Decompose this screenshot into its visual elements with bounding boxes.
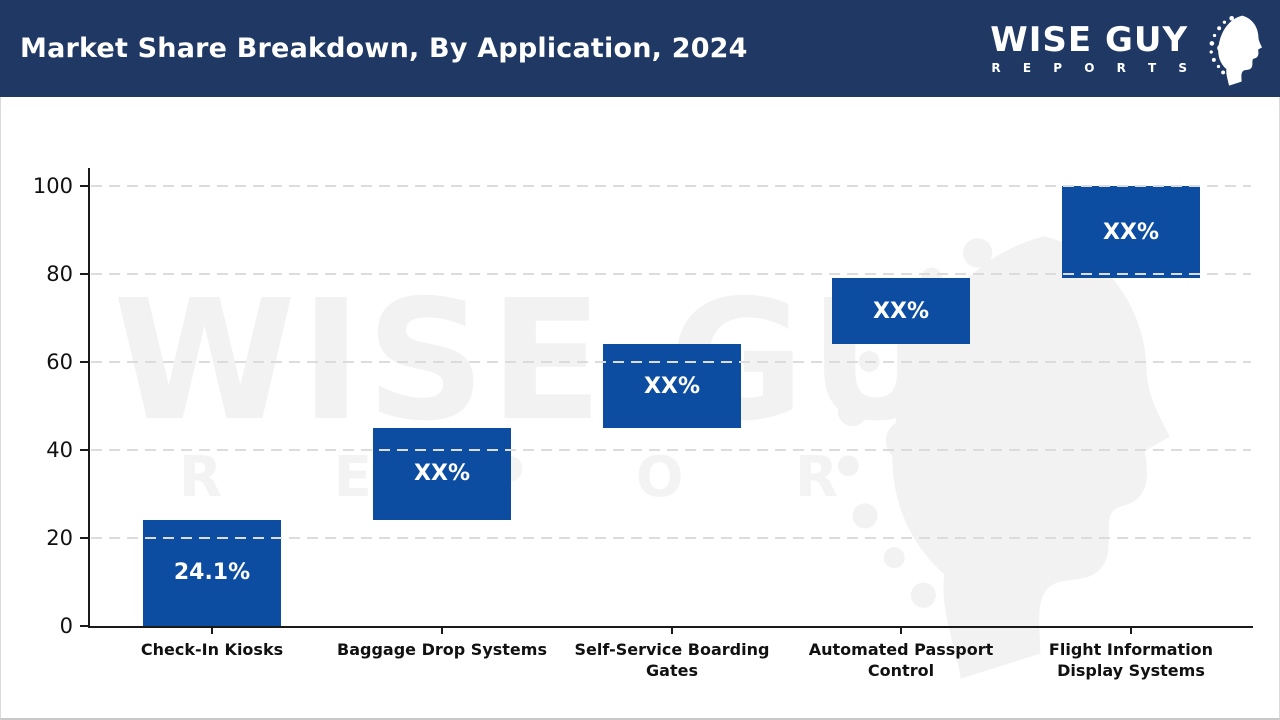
bar-segment: XX%	[832, 278, 970, 345]
brand-head-icon	[1200, 9, 1266, 89]
brand-subtitle: R E P O R T S	[991, 60, 1196, 75]
chart-canvas: WISE GUY R E P O R T S 0 20 40 60 80 100 24.1…	[0, 97, 1280, 720]
gridline-60	[91, 361, 1251, 363]
y-tick-mark-20	[80, 537, 88, 539]
category-label: Check-In Kiosks	[140, 640, 284, 659]
bar-value-label: XX%	[644, 373, 700, 399]
bar-segment: XX%	[603, 344, 741, 428]
header-bar: Market Share Breakdown, By Application, …	[0, 0, 1280, 97]
gridline-20	[91, 537, 1251, 539]
bar-value-label: 24.1%	[173, 560, 251, 586]
y-axis-line	[88, 168, 90, 628]
bar-segment: 24.1%	[143, 519, 281, 626]
y-tick-mark-40	[80, 449, 88, 451]
y-tick-label-40: 40	[46, 438, 73, 462]
y-tick-label-20: 20	[46, 526, 73, 550]
brand-logo: WISE GUY R E P O R T S	[982, 9, 1266, 89]
bar-segment: XX%	[373, 428, 511, 520]
brand-name: WISE GUY	[990, 19, 1189, 60]
page-title: Market Share Breakdown, By Application, …	[20, 33, 748, 64]
x-tick-mark	[1130, 628, 1132, 634]
gridline-40	[91, 449, 1251, 451]
y-tick-label-0: 0	[59, 614, 73, 638]
bar-value-label: XX%	[1103, 219, 1159, 245]
category-label: Automated Passport Control	[808, 640, 994, 680]
y-tick-label-100: 100	[32, 174, 73, 198]
x-tick-mark	[441, 628, 443, 634]
x-axis-line	[88, 626, 1253, 628]
category-label: Flight Information Display Systems	[1048, 640, 1214, 680]
y-tick-label-60: 60	[46, 350, 73, 374]
x-tick-mark	[900, 628, 902, 634]
bar-value-label: XX%	[414, 461, 470, 487]
x-tick-mark	[671, 628, 673, 634]
y-tick-mark-80	[80, 273, 88, 275]
y-tick-mark-100	[80, 185, 88, 187]
x-tick-mark	[211, 628, 213, 634]
category-label: Self-Service Boarding Gates	[574, 640, 770, 680]
y-tick-mark-0	[80, 625, 88, 627]
y-tick-mark-60	[80, 361, 88, 363]
category-label: Baggage Drop Systems	[337, 640, 547, 659]
bar-value-label: XX%	[873, 298, 929, 324]
brand-logo-text: WISE GUY R E P O R T S	[982, 23, 1196, 75]
gridline-80	[91, 273, 1251, 275]
bar-segment: XX%	[1062, 186, 1200, 279]
y-tick-label-80: 80	[46, 262, 73, 286]
gridline-100	[91, 185, 1251, 187]
